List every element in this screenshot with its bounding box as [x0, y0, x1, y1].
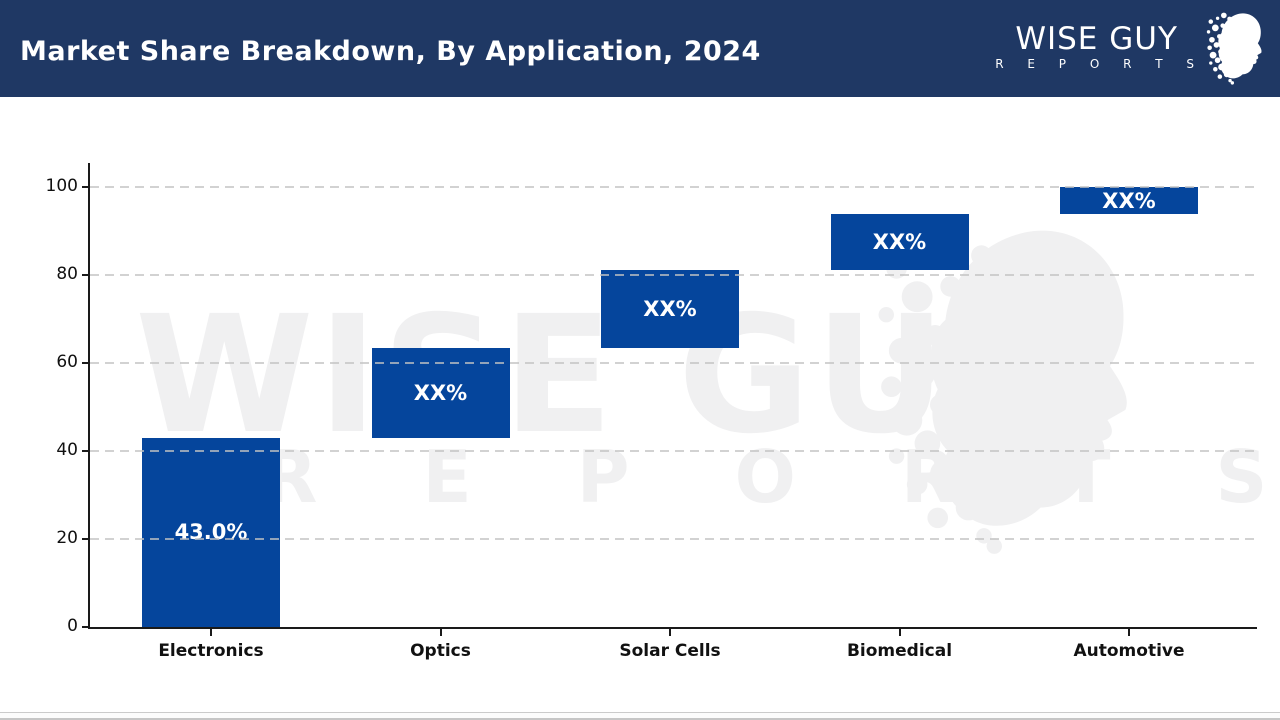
x-tick-3: [669, 629, 671, 636]
logo-head-icon: [1206, 12, 1262, 85]
bar-value-label: 43.0%: [174, 520, 248, 545]
category-label-automotive: Automotive: [1073, 641, 1185, 661]
x-tick-5: [1128, 629, 1130, 636]
logo-text: WISE GUY R E P O R T S: [989, 22, 1204, 72]
bar-electronics: 43.0%: [142, 437, 280, 627]
gridline-80: [90, 274, 1257, 276]
y-tick-label-60: 60: [56, 352, 78, 372]
bar-value-label: XX%: [872, 230, 927, 255]
wiseguy-logo: WISE GUY R E P O R T S: [995, 4, 1272, 94]
bar-automotive: XX%: [1060, 187, 1198, 215]
bar-value-label: XX%: [1102, 188, 1156, 213]
x-axis-line: [88, 627, 1257, 629]
y-tick-label-100: 100: [45, 176, 78, 196]
footer-strip: [0, 712, 1280, 720]
x-tick-1: [210, 629, 212, 636]
y-tick-20: [82, 538, 90, 540]
category-label-optics: Optics: [410, 641, 471, 661]
watermark-line2: R E P O R T S: [262, 435, 1280, 519]
x-tick-2: [439, 629, 442, 636]
gridline-60: [90, 362, 1257, 364]
chart-area: WISE GUY R E P O R T S 0 20 40 60 80 100 43.0%…: [0, 97, 1280, 713]
logo-subtitle: R E P O R T S: [995, 57, 1204, 71]
gridline-40: [90, 450, 1257, 452]
page-title: Market Share Breakdown, By Application, …: [20, 36, 761, 67]
y-tick-0: [82, 626, 90, 628]
gridline-20: [90, 538, 1257, 540]
category-label-biomedical: Biomedical: [846, 641, 953, 661]
header-bar: Market Share Breakdown, By Application, …: [0, 0, 1280, 97]
watermark-head-icon: [878, 227, 1127, 554]
y-tick-100: [82, 186, 90, 188]
bar-value-label: XX%: [643, 297, 697, 322]
y-tick-40: [82, 450, 90, 452]
y-tick-label-0: 0: [67, 616, 78, 636]
y-tick-label-20: 20: [56, 528, 78, 548]
y-tick-80: [82, 274, 90, 276]
category-label-electronics: Electronics: [158, 641, 264, 661]
bar-biomedical: XX%: [830, 214, 969, 271]
y-tick-60: [82, 362, 90, 364]
x-tick-4: [898, 629, 901, 636]
y-tick-label-40: 40: [56, 440, 78, 460]
y-tick-label-80: 80: [56, 264, 78, 284]
y-axis-line: [88, 163, 90, 629]
category-label-solar-cells: Solar Cells: [619, 641, 721, 661]
bar-solar-cells: XX%: [601, 270, 739, 349]
logo-wordmark: WISE GUY: [1015, 21, 1178, 57]
bar-value-label: XX%: [413, 380, 468, 405]
gridline-100: [90, 186, 1257, 188]
